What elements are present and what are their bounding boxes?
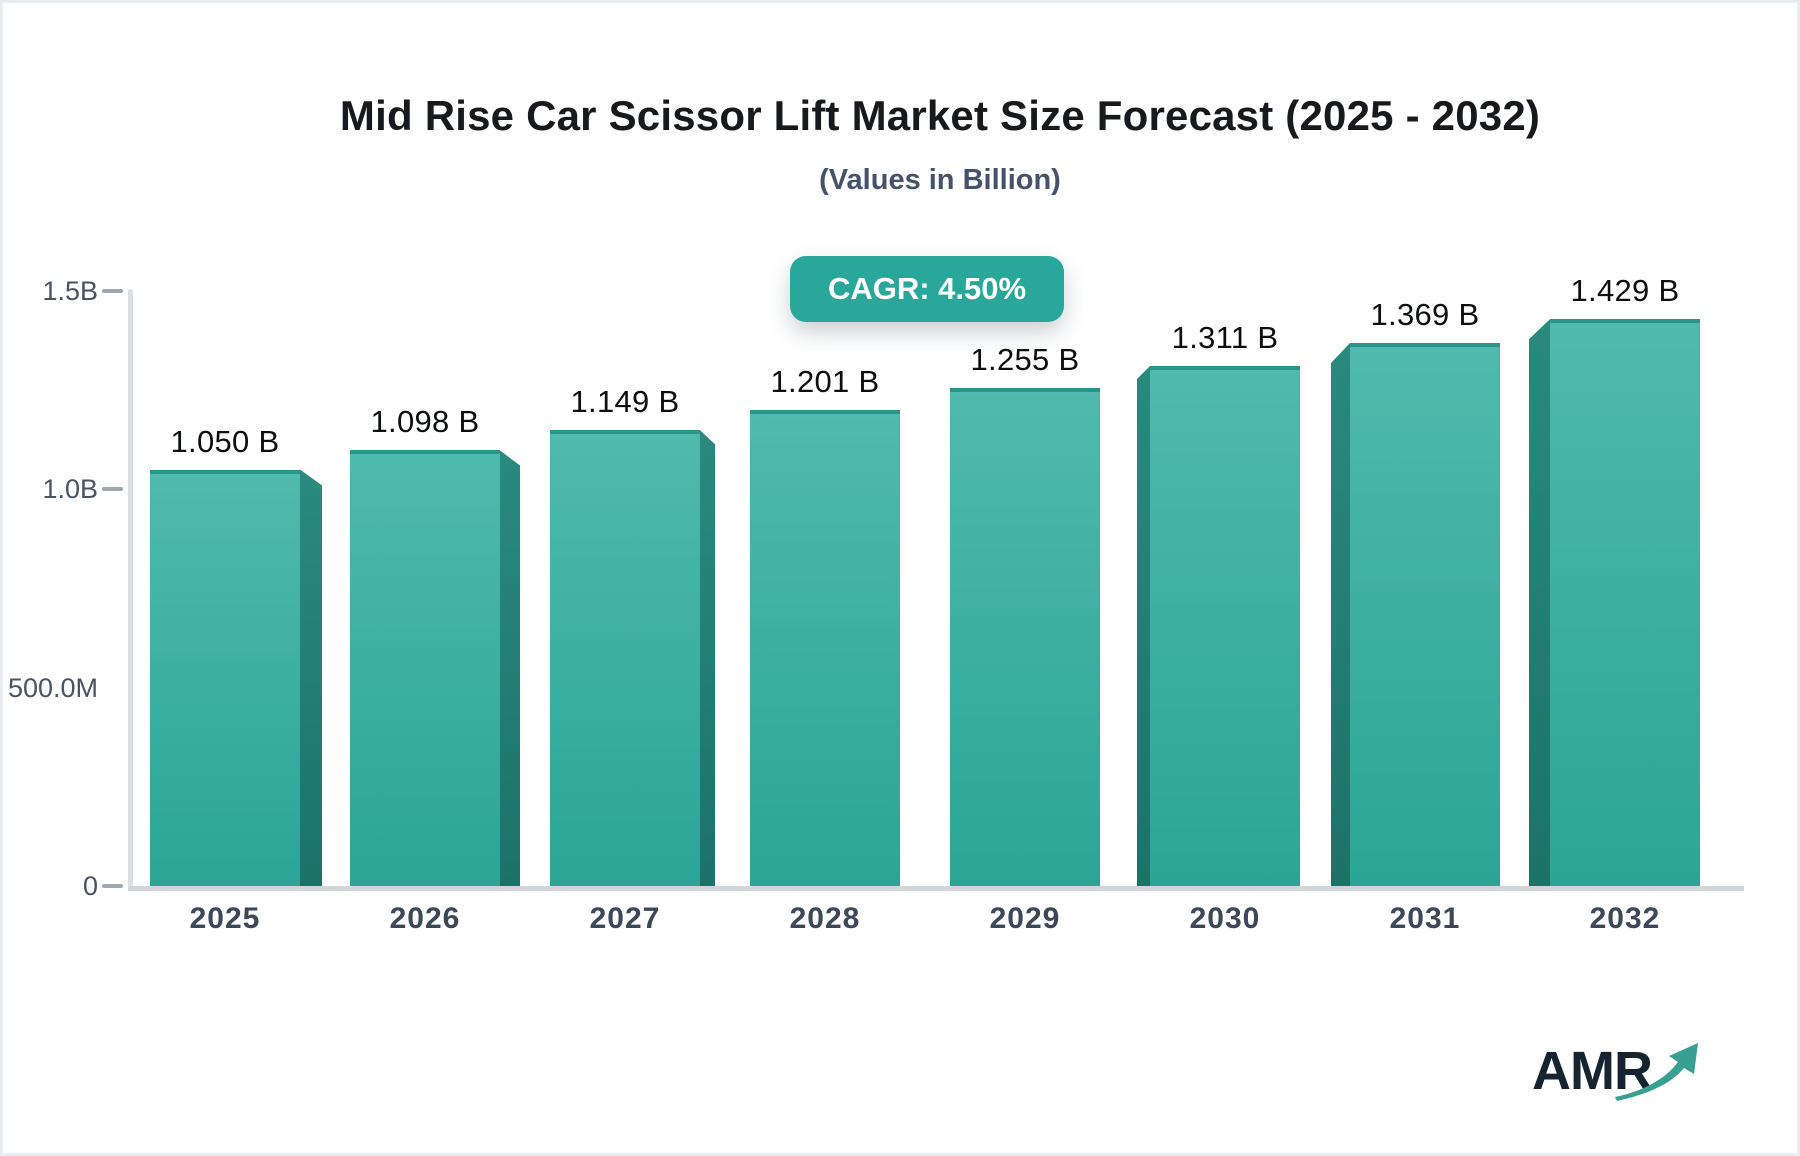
y-tick-label-500.0M: 500.0M: [7, 672, 98, 703]
bar-value-label-2025: 1.050 B: [170, 423, 280, 459]
x-axis-baseline: [128, 886, 1744, 891]
bar-side-face: [1137, 365, 1150, 886]
bar-value-label-2027: 1.149 B: [570, 384, 680, 420]
bar-value-label-2032: 1.429 B: [1570, 273, 1680, 309]
bar-value-label-2031: 1.369 B: [1370, 296, 1480, 332]
bar-2032: [1550, 319, 1700, 886]
bar-2026: [350, 450, 500, 886]
y-tick-label-1.5B: 1.5B: [42, 276, 98, 306]
bar-2030: [1150, 365, 1300, 886]
bar-2028: [750, 409, 900, 886]
y-axis-line: [128, 289, 133, 891]
bar-side-face: [300, 469, 322, 886]
y-tick-label-0: 0: [82, 871, 98, 901]
bar-2027: [550, 430, 700, 886]
amr-logo-text: AMR: [1532, 1041, 1653, 1101]
bar-value-label-2029: 1.255 B: [970, 342, 1080, 378]
chart-title: Mid Rise Car Scissor Lift Market Size Fo…: [339, 92, 1541, 139]
bar-side-face: [1529, 319, 1550, 886]
bar-value-label-2026: 1.098 B: [370, 404, 480, 440]
bar-2029: [950, 388, 1100, 886]
x-tick-label-2028: 2028: [789, 902, 861, 935]
chart-subtitle: (Values in Billion): [819, 164, 1061, 196]
y-tick-label-1.0B: 1.0B: [42, 474, 98, 505]
x-tick-label-2025: 2025: [189, 902, 261, 935]
bar-value-label-2028: 1.201 B: [770, 363, 880, 399]
bar-2025: [150, 469, 300, 886]
x-tick-label-2029: 2029: [989, 902, 1061, 935]
bar-value-label-2030: 1.311 B: [1171, 319, 1279, 355]
x-tick-label-2027: 2027: [589, 902, 661, 935]
bar-side-face: [1331, 342, 1350, 886]
bar-side-face: [700, 430, 715, 886]
cagr-badge-label: CAGR: 4.50%: [827, 271, 1027, 306]
y-tick-dash-1.0B: [102, 487, 123, 492]
x-tick-label-2031: 2031: [1389, 902, 1461, 935]
x-tick-label-2030: 2030: [1189, 902, 1261, 935]
amr-logo: AMR: [1532, 1030, 1762, 1130]
cagr-badge: CAGR: 4.50%: [790, 256, 1064, 322]
growth-arrow-icon: [1615, 1043, 1698, 1101]
bar-side-face: [500, 450, 520, 886]
y-tick-dash-0: [102, 884, 123, 888]
x-tick-label-2032: 2032: [1589, 902, 1661, 935]
y-tick-dash-1.5B: [102, 289, 123, 293]
bar-2031: [1350, 342, 1500, 886]
x-tick-label-2026: 2026: [389, 902, 461, 935]
